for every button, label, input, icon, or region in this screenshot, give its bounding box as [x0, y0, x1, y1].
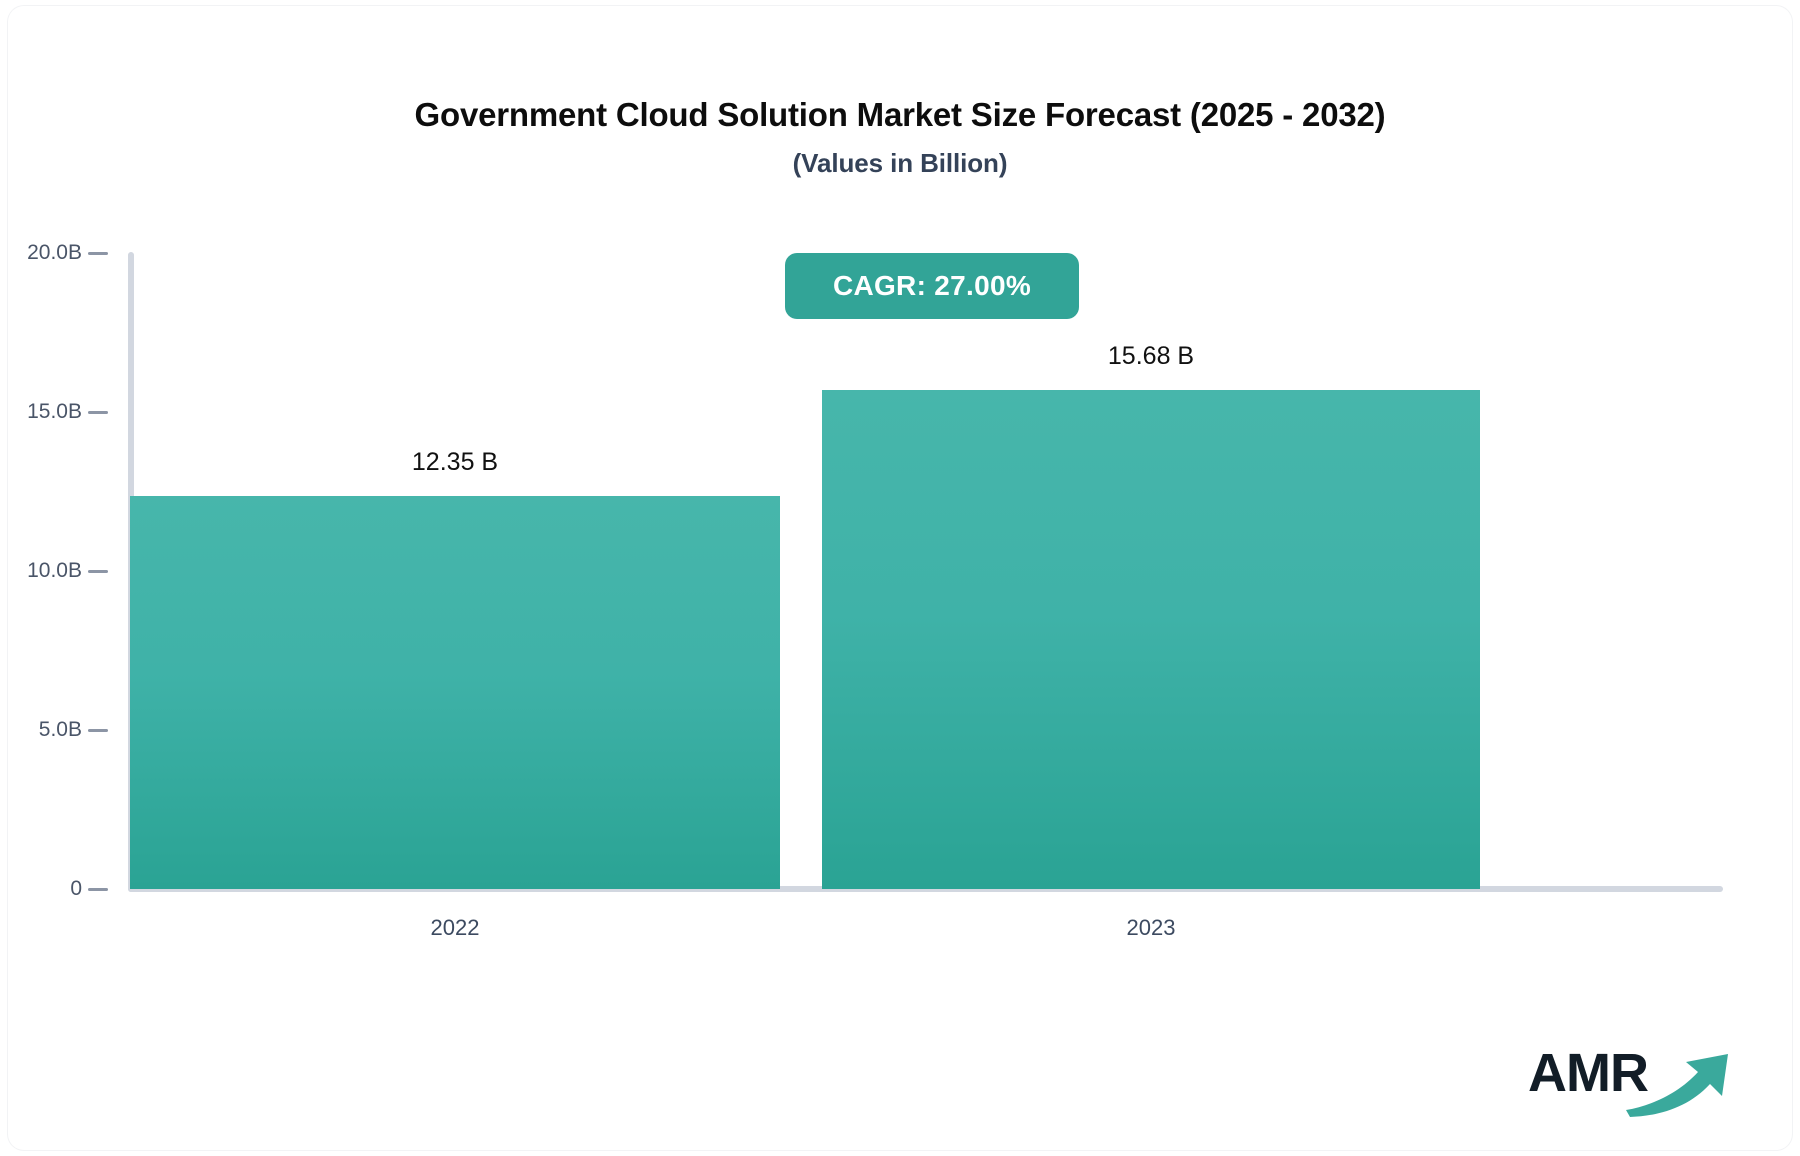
- y-axis-tick-label: 10.0B: [27, 559, 82, 582]
- bar-value-label: 15.68 B: [1107, 342, 1195, 371]
- y-axis-tick-mark: [88, 252, 108, 255]
- y-axis-tick-label: 5.0B: [38, 718, 82, 741]
- y-axis-tick-mark: [88, 570, 108, 573]
- amr-logo: AMR: [1528, 1040, 1738, 1124]
- y-axis-tick-mark: [88, 729, 108, 732]
- cagr-badge-label: CAGR: 27.00%: [832, 270, 1032, 301]
- y-axis-tick-label: 15.0B: [27, 400, 82, 423]
- bar: [822, 390, 1480, 889]
- x-axis-category-label: 2022: [430, 915, 480, 940]
- cagr-badge: CAGR: 27.00%: [785, 253, 1079, 319]
- y-axis-tick: 10.0B: [0, 558, 128, 584]
- y-axis-tick: 15.0B: [0, 399, 128, 425]
- x-axis-category-label: 2023: [1126, 915, 1176, 940]
- y-axis-tick: 0: [0, 876, 128, 902]
- y-axis-tick: 20.0B: [0, 240, 128, 266]
- y-axis-tick-mark: [88, 888, 108, 891]
- y-axis-tick-label: 0: [70, 877, 82, 900]
- y-axis-tick-label: 20.0B: [27, 241, 82, 264]
- amr-logo-text: AMR: [1528, 1043, 1649, 1103]
- y-axis-tick-mark: [88, 411, 108, 414]
- x-axis-line: [128, 886, 1723, 892]
- y-axis-tick: 5.0B: [0, 717, 128, 743]
- page-title: Government Cloud Solution Market Size Fo…: [414, 96, 1386, 133]
- growth-arrow-icon: [1624, 1048, 1740, 1118]
- bar: [130, 496, 780, 889]
- bar-value-label: 12.35 B: [411, 448, 499, 477]
- chart-subtitle: (Values in Billion): [792, 148, 1008, 178]
